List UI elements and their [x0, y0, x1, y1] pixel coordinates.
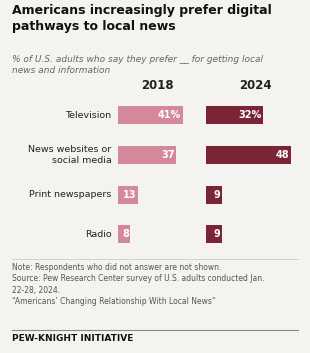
Text: 41%: 41% [158, 110, 181, 120]
Bar [118, 186, 138, 204]
Text: 2018: 2018 [141, 79, 174, 92]
Bar [118, 106, 183, 124]
Bar [118, 146, 176, 164]
Text: 48: 48 [276, 150, 290, 160]
Text: Radio: Radio [85, 230, 112, 239]
Bar [206, 146, 291, 164]
Text: 13: 13 [123, 190, 137, 199]
Text: News websites or
social media: News websites or social media [28, 145, 112, 164]
Text: 37: 37 [161, 150, 175, 160]
Bar [206, 225, 222, 243]
Text: Americans increasingly prefer digital
pathways to local news: Americans increasingly prefer digital pa… [12, 4, 272, 32]
Text: 8: 8 [122, 229, 129, 239]
Text: Television: Television [65, 111, 112, 120]
Text: 9: 9 [214, 190, 220, 199]
Bar [118, 225, 131, 243]
Text: 2024: 2024 [239, 79, 271, 92]
Text: Print newspapers: Print newspapers [29, 190, 112, 199]
Bar [206, 106, 263, 124]
Text: 9: 9 [214, 229, 220, 239]
Text: 32%: 32% [238, 110, 261, 120]
Text: % of U.S. adults who say they prefer __ for getting local
news and information: % of U.S. adults who say they prefer __ … [12, 55, 264, 75]
Bar [206, 186, 222, 204]
Text: PEW-KNIGHT INITIATIVE: PEW-KNIGHT INITIATIVE [12, 334, 134, 342]
Text: Note: Respondents who did not answer are not shown.
Source: Pew Research Center : Note: Respondents who did not answer are… [12, 263, 265, 306]
